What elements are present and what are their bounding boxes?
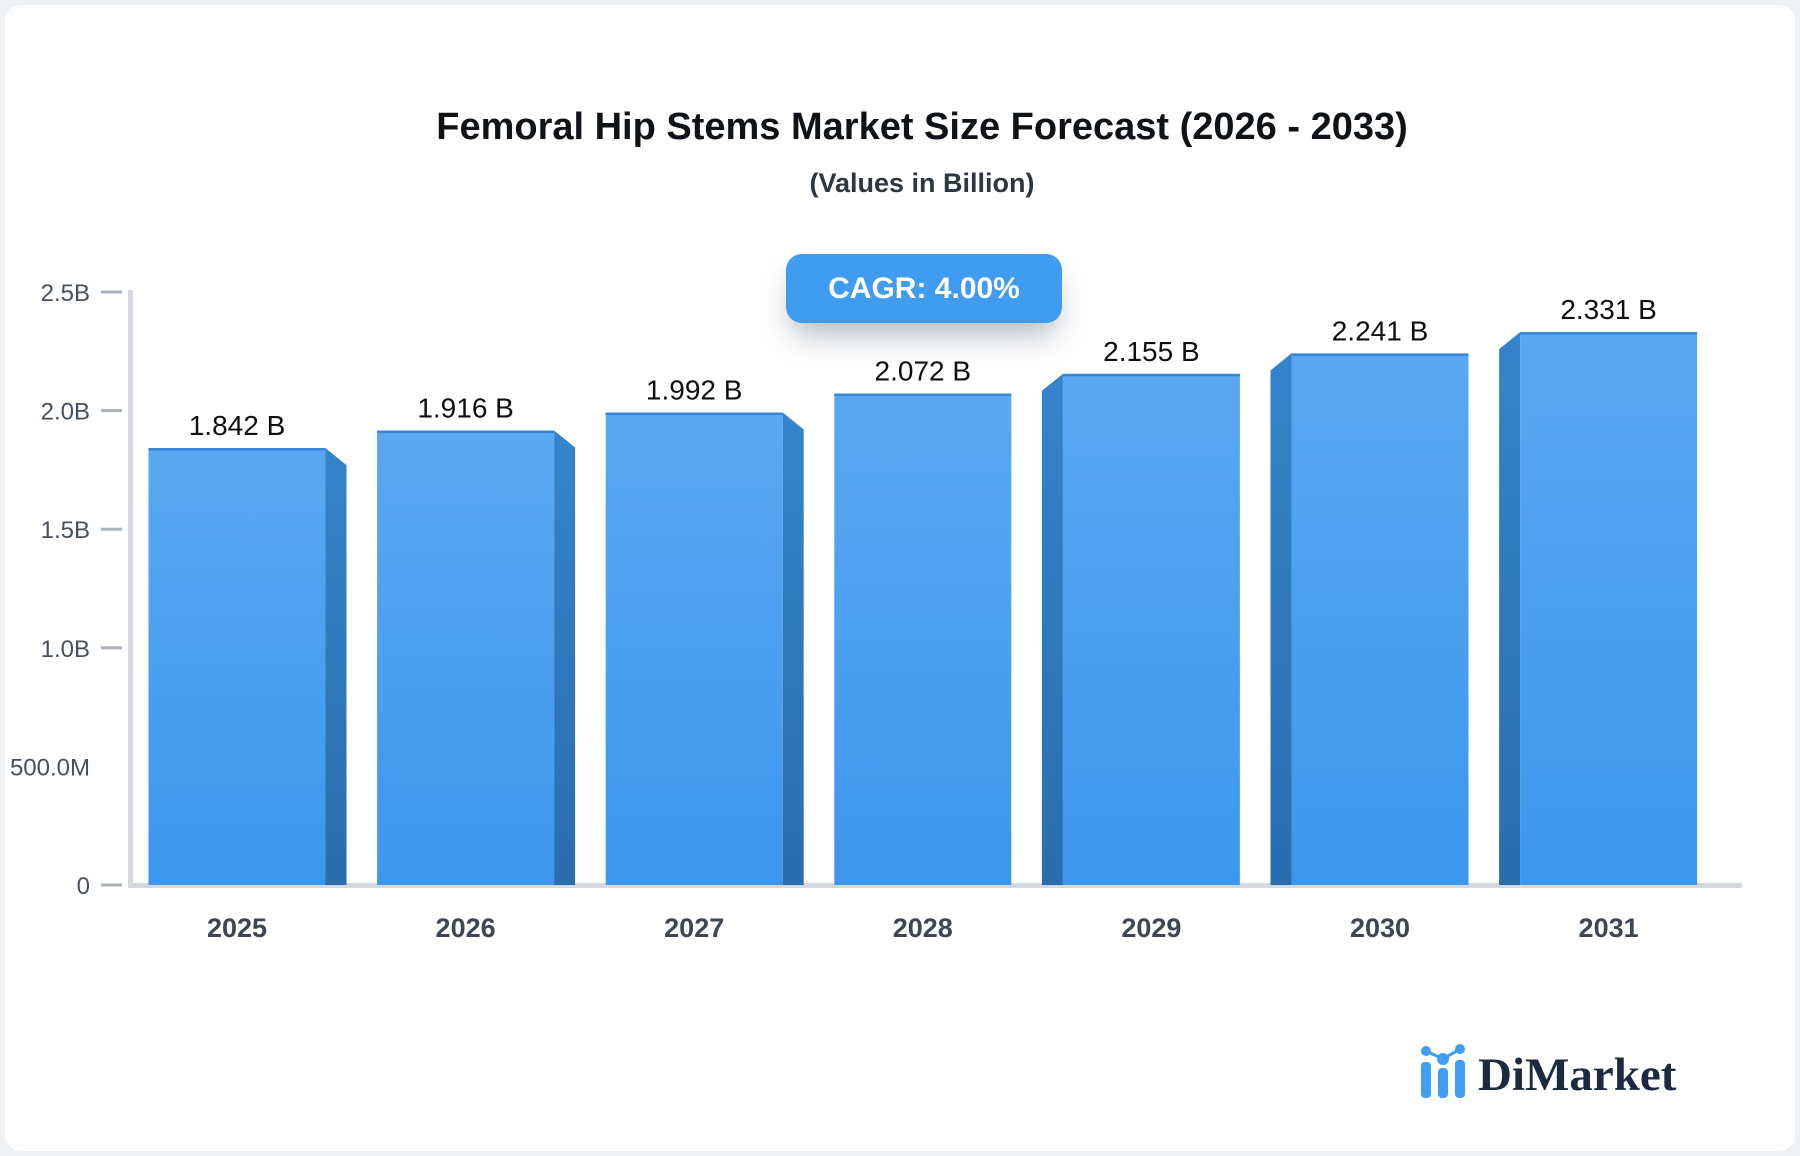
bar-value-label: 2.241 B — [1332, 315, 1429, 346]
chart-subtitle: (Values in Billion) — [809, 168, 1035, 198]
dimarket-logo: DiMarket — [1420, 1040, 1676, 1110]
chart-title: Femoral Hip Stems Market Size Forecast (… — [436, 106, 1408, 148]
bar-face[interactable] — [605, 412, 783, 885]
bar-face[interactable] — [1062, 373, 1240, 885]
y-axis-label: 2.0B — [41, 399, 90, 426]
bar-value-label: 2.072 B — [875, 356, 972, 387]
x-axis-label: 2028 — [893, 913, 953, 943]
mini-bar-line-chart-icon — [1421, 1044, 1465, 1098]
y-axis-tick — [101, 290, 122, 294]
axis-layer: 2.5B 2.0B 1.5B 1.0B 500.0M 0 — [10, 280, 1742, 900]
y-axis-tick — [101, 883, 122, 887]
y-axis-line — [128, 290, 133, 887]
bar-top-edge — [1062, 373, 1240, 377]
bar-side — [325, 448, 347, 885]
y-axis-tick — [101, 409, 122, 413]
bar-group — [1270, 353, 1469, 885]
x-axis-line — [128, 883, 1742, 888]
bar-top-edge — [605, 412, 783, 415]
bar-side — [1499, 332, 1521, 885]
y-axis-label: 0 — [77, 873, 90, 900]
bar-group — [377, 430, 576, 885]
bar-side — [554, 430, 576, 885]
bar-face[interactable] — [834, 393, 1012, 885]
x-axis-label: 2030 — [1350, 913, 1410, 943]
bar-side — [1041, 373, 1063, 885]
bar-group — [1499, 332, 1698, 885]
y-axis-label: 1.5B — [41, 517, 90, 544]
x-axis-label: 2031 — [1579, 913, 1639, 943]
bar-group — [605, 412, 804, 885]
bar-face[interactable] — [377, 430, 555, 885]
logo-text: DiMarket — [1478, 1049, 1677, 1101]
y-axis-label: 1.0B — [41, 636, 90, 663]
bar-value-label: 2.155 B — [1103, 336, 1200, 367]
x-axis-label: 2025 — [207, 913, 267, 943]
x-axis-label: 2029 — [1121, 913, 1181, 943]
labels-layer: 1.842 B 2025 1.916 B 2026 1.992 B 2027 2.072 B… — [189, 294, 1657, 943]
bar-top-edge — [1291, 353, 1469, 356]
bar-value-label: 1.842 B — [189, 410, 286, 441]
bar-top-edge — [377, 430, 555, 434]
y-axis-tick — [101, 646, 122, 650]
bar-top-edge — [834, 393, 1012, 397]
cagr-badge: CAGR: 4.00% — [786, 254, 1062, 323]
bar-value-label: 1.916 B — [417, 393, 514, 424]
bar-group — [148, 448, 347, 885]
bar-top-edge — [1520, 332, 1698, 335]
bar-side — [1270, 353, 1292, 885]
y-axis-tick — [101, 527, 122, 531]
x-axis-label: 2026 — [436, 913, 496, 943]
bar-value-label: 1.992 B — [646, 374, 743, 405]
bars-layer — [148, 332, 1698, 885]
bar-group — [1041, 373, 1240, 885]
bar-group — [834, 393, 1012, 885]
y-axis-label: 500.0M — [10, 754, 90, 781]
x-axis-label: 2027 — [664, 913, 724, 943]
bar-side — [782, 412, 804, 885]
bar-face[interactable] — [1520, 332, 1698, 885]
bar-top-edge — [148, 448, 326, 451]
bar-face[interactable] — [1291, 353, 1469, 885]
bar-value-label: 2.331 B — [1560, 294, 1657, 325]
y-axis-label: 2.5B — [41, 280, 90, 307]
bar-face[interactable] — [148, 448, 326, 885]
